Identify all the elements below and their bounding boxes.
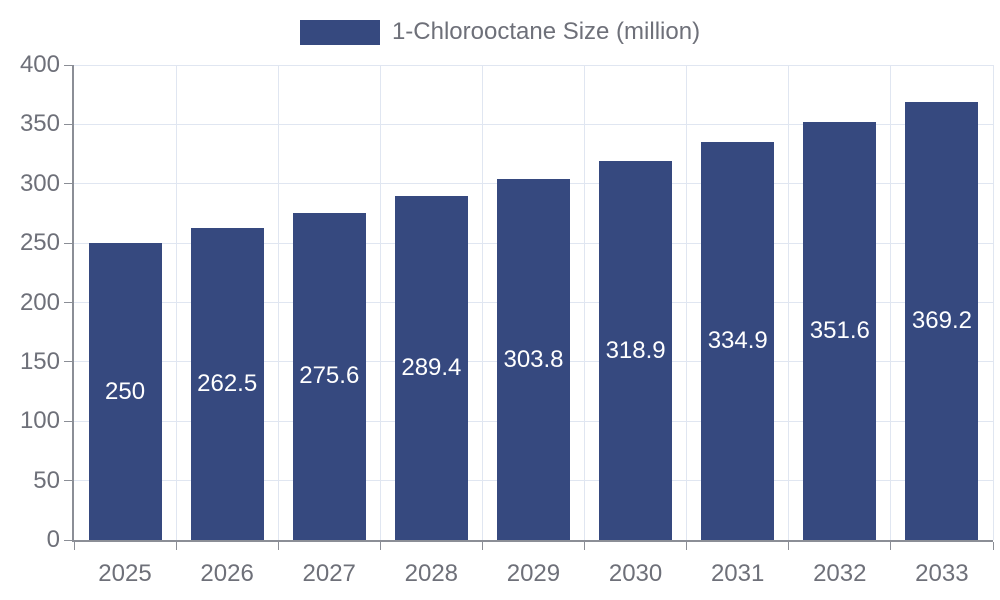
gridline-v <box>175 65 177 540</box>
x-tick <box>686 542 688 550</box>
x-axis-line <box>72 540 993 542</box>
bar[interactable]: 262.5 <box>190 228 264 540</box>
bar[interactable]: 303.8 <box>497 179 570 540</box>
x-tick <box>277 542 279 550</box>
bar-value-label: 303.8 <box>503 345 564 373</box>
x-tick-label: 2030 <box>608 560 663 587</box>
y-tick <box>64 242 72 244</box>
bar-value-label: 289.4 <box>401 354 462 382</box>
bar[interactable]: 250 <box>88 243 162 540</box>
x-tick-label: 2031 <box>710 560 765 587</box>
legend[interactable]: 1-Chlorooctane Size (million) <box>0 18 1000 46</box>
x-tick <box>481 542 483 550</box>
x-tick-label: 2028 <box>404 560 459 587</box>
y-axis-line <box>72 65 74 542</box>
y-tick <box>64 420 72 422</box>
gridline-v <box>481 65 483 540</box>
y-tick <box>64 64 72 66</box>
y-tick-label: 350 <box>19 110 60 138</box>
bar[interactable]: 318.9 <box>599 161 673 540</box>
y-tick-label: 400 <box>19 51 60 78</box>
x-tick <box>175 542 177 550</box>
bar-value-label: 262.5 <box>197 370 258 398</box>
bar-value-label: 275.6 <box>299 362 360 390</box>
bar[interactable]: 351.6 <box>803 122 877 540</box>
gridline-v <box>992 65 994 540</box>
x-tick-label: 2029 <box>506 560 561 587</box>
x-tick-label: 2026 <box>200 560 254 587</box>
bar-value-label: 250 <box>105 377 146 405</box>
y-tick <box>64 539 72 541</box>
bar-value-label: 369.2 <box>911 306 972 334</box>
x-tick-label: 2033 <box>915 560 969 587</box>
y-tick <box>64 302 72 303</box>
y-tick-label: 300 <box>19 169 60 197</box>
y-tick-label: 0 <box>46 526 60 553</box>
x-tick <box>890 542 892 550</box>
legend-swatch <box>299 19 380 45</box>
y-tick-label: 150 <box>19 347 60 375</box>
x-tick <box>788 542 790 550</box>
gridline-v <box>584 65 586 540</box>
x-tick-label: 2025 <box>98 560 152 587</box>
bar[interactable]: 289.4 <box>394 196 468 540</box>
y-tick-label: 50 <box>33 466 60 494</box>
legend-label: 1-Chlorooctane Size (million) <box>391 18 701 45</box>
bar[interactable]: 334.9 <box>701 142 775 540</box>
y-tick-label: 100 <box>19 407 60 435</box>
x-tick <box>584 542 586 550</box>
gridline-v <box>890 65 892 540</box>
gridline-v <box>686 65 688 540</box>
y-tick <box>64 183 72 185</box>
gridline-v <box>379 65 381 540</box>
gridline-h <box>74 123 993 125</box>
gridline-v <box>277 65 279 540</box>
x-tick-label: 2032 <box>813 560 867 587</box>
x-tick <box>992 542 994 550</box>
y-tick-label: 250 <box>19 229 60 257</box>
bar[interactable]: 369.2 <box>905 101 979 540</box>
bar-value-label: 351.6 <box>809 317 870 345</box>
bar-value-label: 318.9 <box>605 336 666 364</box>
y-tick <box>64 123 72 125</box>
x-tick <box>379 542 381 550</box>
y-tick <box>64 361 72 363</box>
x-tick-label: 2027 <box>302 560 356 587</box>
gridline-v <box>788 65 790 540</box>
gridline-h <box>74 64 993 66</box>
bar[interactable]: 275.6 <box>292 212 366 540</box>
x-tick <box>73 542 75 550</box>
y-tick-label: 200 <box>19 288 60 316</box>
y-tick <box>64 480 72 482</box>
bar-value-label: 334.9 <box>707 327 768 355</box>
